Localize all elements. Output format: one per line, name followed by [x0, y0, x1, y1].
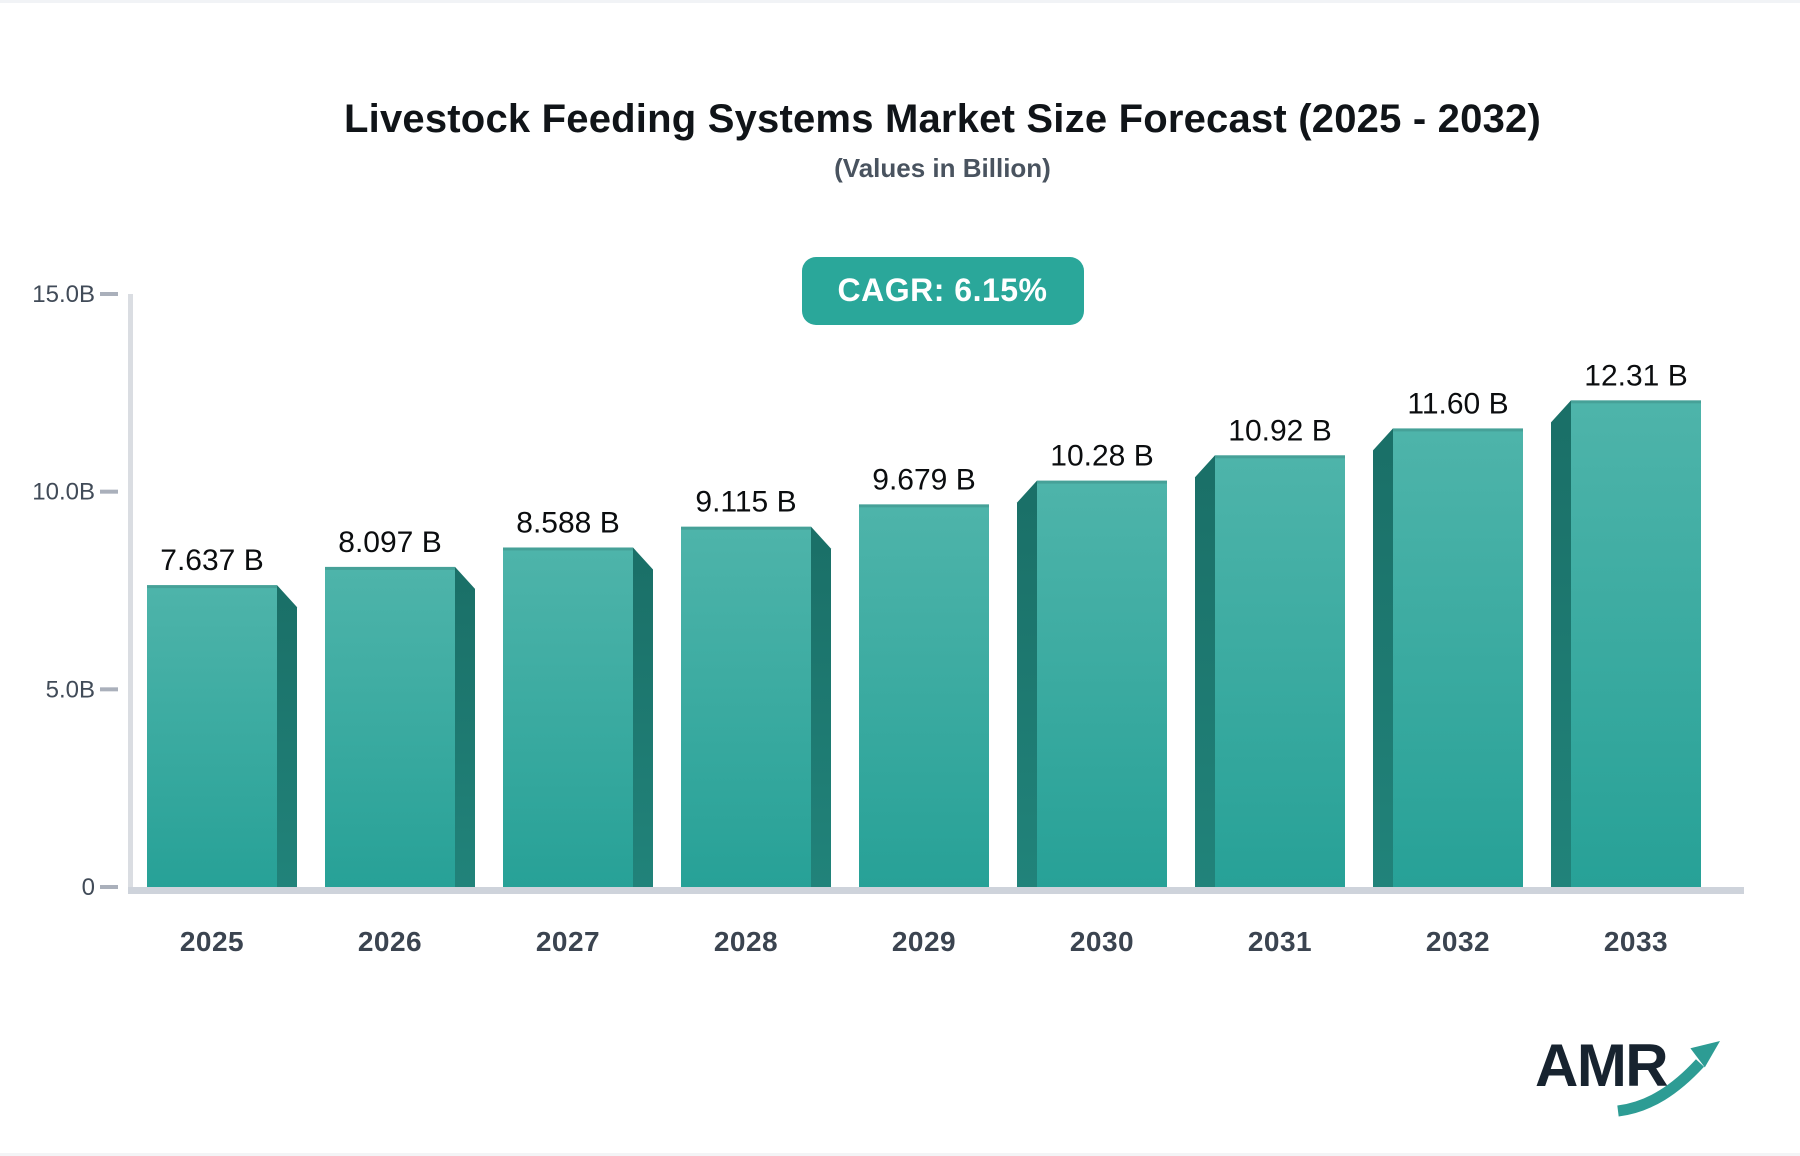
x-axis-label: 2033 — [1604, 926, 1668, 957]
bar-top-edge — [1037, 480, 1167, 484]
x-axis-label: 2027 — [536, 926, 600, 957]
bar-top-edge — [1571, 400, 1701, 404]
bar-side-face — [455, 566, 475, 887]
amr-logo-text: AMR — [1535, 1032, 1669, 1099]
bar-top-edge — [147, 585, 277, 589]
y-axis-label: 10.0B — [32, 479, 95, 506]
x-axis-baseline — [128, 887, 1744, 894]
chart-header: Livestock Feeding Systems Market Size Fo… — [130, 95, 1755, 184]
x-axis-label: 2031 — [1248, 926, 1312, 957]
bar — [1571, 400, 1701, 887]
bar-side-face — [1373, 428, 1393, 887]
bar — [503, 547, 633, 887]
y-tick-mark — [100, 292, 118, 296]
cagr-badge: CAGR: 6.15% — [801, 257, 1084, 325]
bar-value-label: 11.60 B — [1407, 387, 1508, 420]
bar-side-face — [1017, 480, 1037, 887]
x-axis-label: 2032 — [1426, 926, 1490, 957]
bar-value-label: 8.097 B — [338, 526, 441, 559]
bar — [1037, 480, 1167, 887]
x-axis-label: 2025 — [180, 926, 244, 957]
x-axis-label: 2026 — [358, 926, 422, 957]
bar — [1215, 455, 1345, 887]
y-tick-mark — [100, 489, 118, 494]
x-axis-label: 2030 — [1070, 926, 1134, 957]
bar-side-face — [277, 585, 297, 887]
y-tick-mark — [100, 687, 118, 692]
chart-subtitle: (Values in Billion) — [834, 153, 1051, 183]
x-axis-label: 2029 — [892, 926, 956, 957]
y-axis-label: 0 — [82, 874, 95, 901]
bar-side-face — [1195, 455, 1215, 887]
growth-arrow-icon — [1617, 1041, 1720, 1117]
market-size-bar-chart: 15.0B 10.0B 5.0B 0 7.637 B 2025 8.097 B 2026 8.5… — [32, 281, 1744, 957]
amr-logo: AMR — [1530, 1031, 1760, 1121]
bar-side-face — [1551, 400, 1571, 887]
y-axis-line — [128, 294, 133, 894]
y-axis-label: 5.0B — [46, 676, 95, 703]
bar-value-label: 12.31 B — [1584, 359, 1687, 392]
bar-top-edge — [681, 526, 811, 530]
bar-value-label: 10.28 B — [1050, 440, 1153, 473]
bar-top-edge — [1215, 455, 1345, 459]
y-axis-label: 15.0B — [32, 281, 95, 308]
bar-top-edge — [325, 566, 455, 570]
bar — [859, 504, 989, 887]
bar — [1393, 428, 1523, 887]
bar — [681, 526, 811, 887]
cagr-badge-row: CAGR: 6.15% — [130, 257, 1755, 325]
bar-value-label: 10.92 B — [1228, 414, 1331, 447]
bar-side-face — [633, 547, 653, 887]
bar-top-edge — [503, 547, 633, 551]
bar-value-label: 7.637 B — [160, 544, 263, 577]
page-title: Livestock Feeding Systems Market Size Fo… — [344, 97, 1541, 141]
bar — [325, 566, 455, 887]
x-axis-label: 2028 — [714, 926, 778, 957]
bar-value-label: 9.115 B — [695, 486, 796, 519]
bar-side-face — [811, 526, 831, 887]
bar-top-edge — [859, 504, 989, 508]
bar-top-edge — [1393, 428, 1523, 432]
bar-value-label: 8.588 B — [516, 506, 619, 539]
bar-value-label: 9.679 B — [872, 463, 975, 496]
y-tick-mark — [100, 885, 118, 889]
bar — [147, 585, 277, 887]
